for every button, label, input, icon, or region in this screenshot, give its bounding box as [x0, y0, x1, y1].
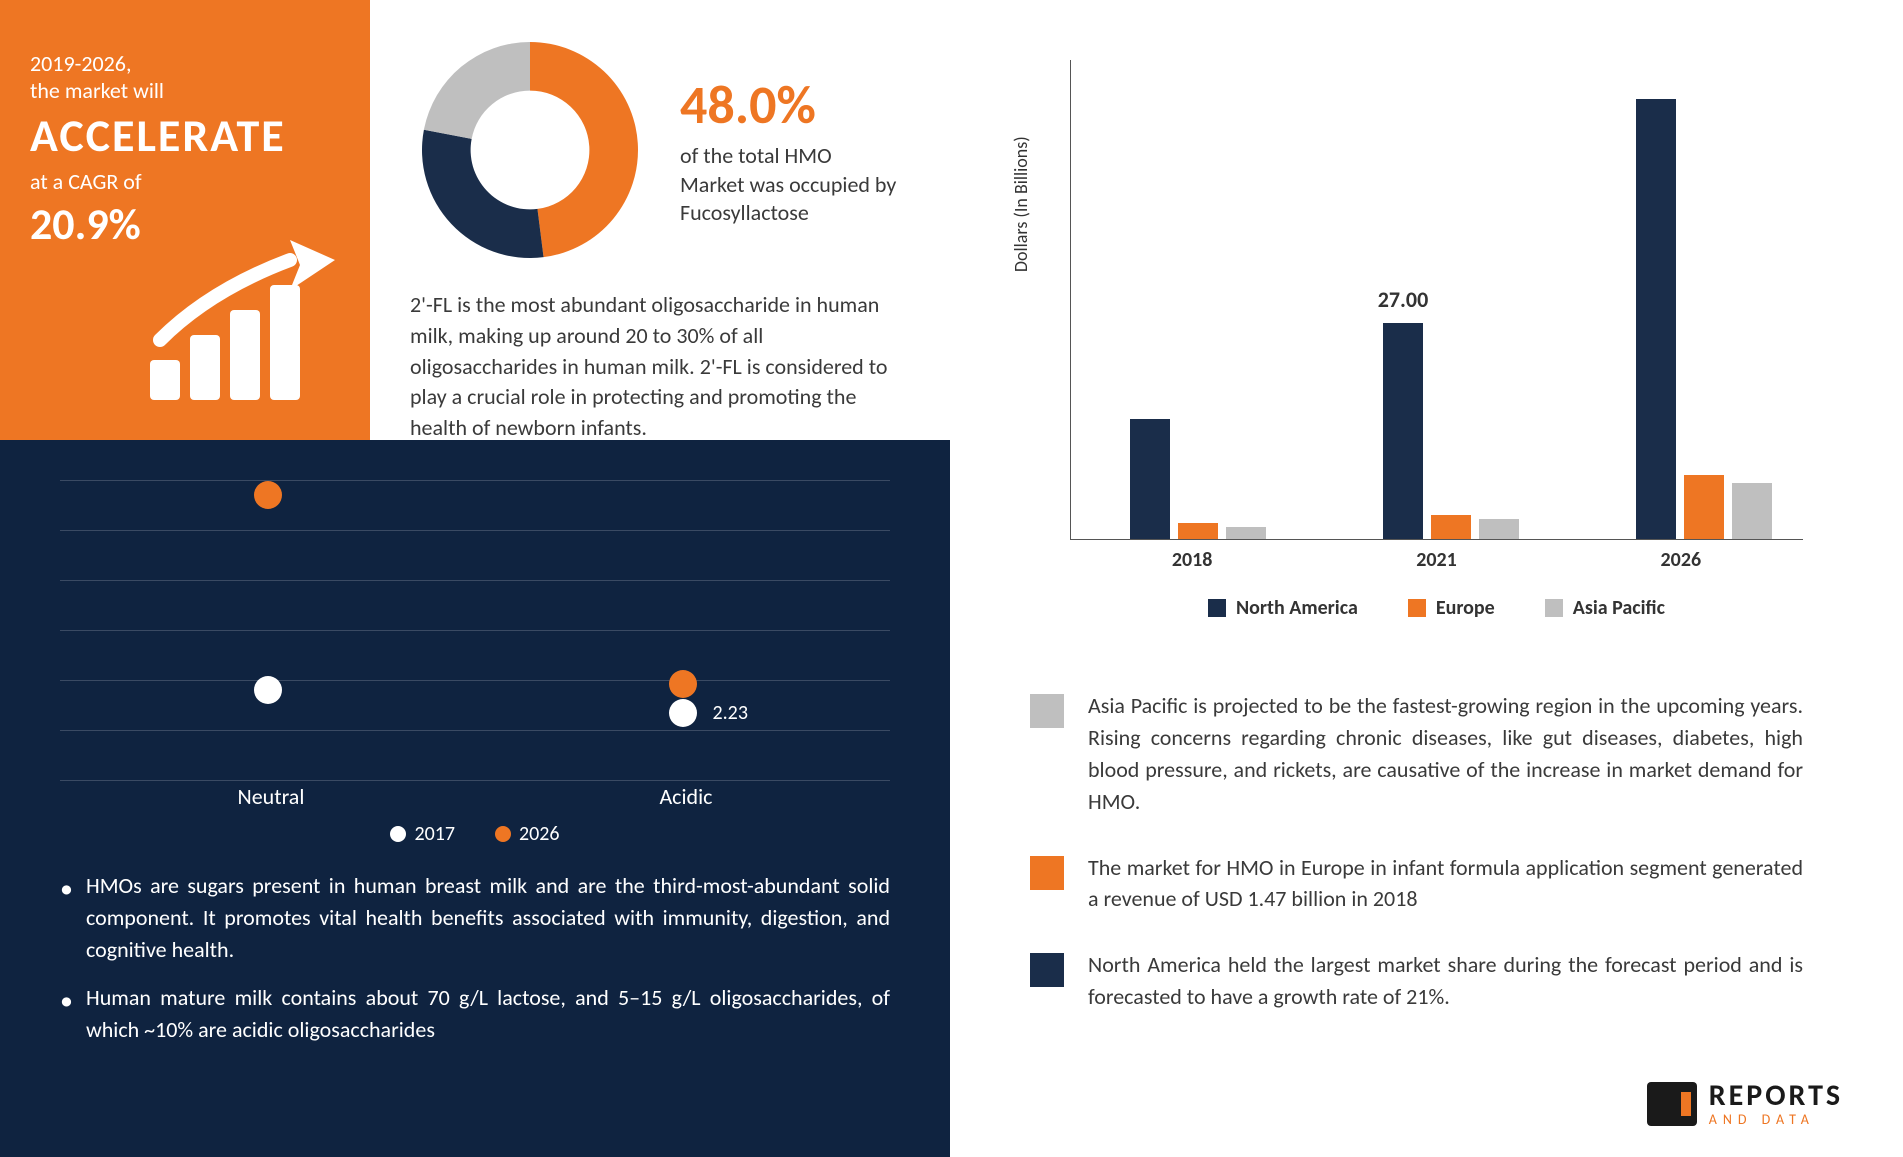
callout-text: Asia Pacific is projected to be the fast… [1088, 690, 1803, 818]
dot-point [254, 676, 282, 704]
bar [1636, 99, 1676, 539]
callout-swatch [1030, 694, 1064, 728]
bar [1732, 483, 1772, 539]
bar [1684, 475, 1724, 539]
subline-text: the market will [30, 77, 340, 104]
callout-text: North America held the largest market sh… [1088, 949, 1803, 1013]
bar-x-label: 2026 [1661, 548, 1702, 572]
callouts: Asia Pacific is projected to be the fast… [1030, 690, 1803, 1047]
logo-text-big: REPORTS [1709, 1081, 1843, 1111]
bar-legend-item: North America [1208, 596, 1358, 620]
logo-text-small: AND DATA [1709, 1113, 1843, 1127]
bar-group [1636, 99, 1772, 539]
donut-slice [422, 130, 544, 258]
bullet-list: HMOs are sugars present in human breast … [60, 870, 890, 1045]
accelerate-panel: 2019-2026, the market will ACCELERATE at… [0, 0, 370, 440]
bar [1479, 519, 1519, 539]
logo-mark-icon [1647, 1082, 1697, 1126]
dot-x-label: Neutral [238, 783, 305, 810]
dark-panel: 2.23 Neutral Acidic 2017 2026 HMOs are sug… [0, 440, 950, 1157]
dot-value-label: 2.23 [713, 701, 748, 725]
bar-x-label: 2021 [1416, 548, 1457, 572]
donut-chart [410, 30, 650, 270]
bar [1226, 527, 1266, 539]
bar [1178, 523, 1218, 539]
donut-panel: 48.0% of the total HMO Market was occupi… [370, 0, 950, 440]
callout-item: North America held the largest market sh… [1030, 949, 1803, 1013]
callout-item: Asia Pacific is projected to be the fast… [1030, 690, 1803, 818]
donut-slice [530, 42, 638, 257]
callout-swatch [1030, 856, 1064, 890]
bar-legend-item: Asia Pacific [1545, 596, 1665, 620]
logo: REPORTS AND DATA [1647, 1081, 1843, 1127]
dot-legend-item: 2026 [495, 822, 560, 846]
dot-legend-item: 2017 [390, 822, 455, 846]
bar [1130, 419, 1170, 539]
bar-annotation: 27.00 [1378, 286, 1428, 313]
callout-swatch [1030, 953, 1064, 987]
bar-group [1383, 323, 1519, 539]
bar-y-label: Dollars (In Billions) [1010, 136, 1032, 272]
dot-chart: 2.23 NeutralAcidic 20172026 [60, 480, 890, 840]
donut-caption: of the total HMO Market was occupied by … [680, 142, 900, 228]
bar [1431, 515, 1471, 539]
donut-percent: 48.0% [680, 72, 900, 138]
bar-x-label: 2018 [1172, 548, 1213, 572]
bar-group [1130, 419, 1266, 539]
donut-paragraph: 2'-FL is the most abundant oligosacchari… [410, 290, 900, 444]
accelerate-headline: ACCELERATE [30, 108, 340, 164]
bar [1383, 323, 1423, 539]
dot-x-label: Acidic [659, 783, 712, 810]
cagr-label: at a CAGR of [30, 168, 340, 195]
dot-point [669, 699, 697, 727]
donut-slice [424, 42, 530, 139]
bar-legend-item: Europe [1408, 596, 1495, 620]
period-text: 2019-2026, [30, 50, 340, 77]
bullet-item: HMOs are sugars present in human breast … [60, 870, 890, 966]
dot-point [254, 481, 282, 509]
callout-text: The market for HMO in Europe in infant f… [1088, 852, 1803, 916]
bullet-item: Human mature milk contains about 70 g/L … [60, 982, 890, 1046]
growth-arrow-icon [140, 240, 340, 410]
dot-point [669, 670, 697, 698]
bar-chart: Dollars (In Billions) 27.00 201820212026… [1070, 60, 1803, 620]
callout-item: The market for HMO in Europe in infant f… [1030, 852, 1803, 916]
